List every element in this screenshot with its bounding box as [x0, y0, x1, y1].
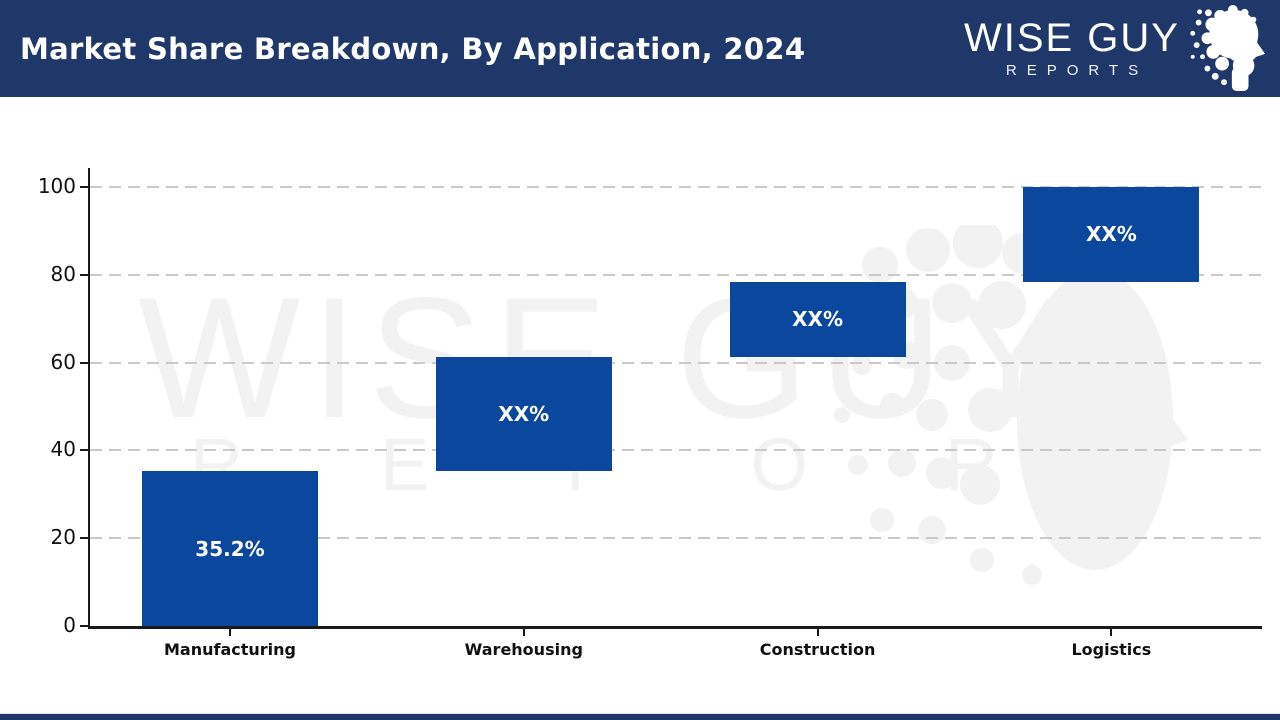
x-category-label-warehousing: Warehousing: [464, 640, 583, 659]
x-tick-manufacturing: [229, 629, 231, 636]
bar-value-label: XX%: [1085, 222, 1137, 247]
x-tick-logistics: [1110, 629, 1113, 636]
x-category-label-manufacturing: Manufacturing: [164, 640, 296, 659]
y-tick-40: [80, 449, 88, 452]
bar-construction: XX%: [729, 281, 906, 357]
y-tick-100: [80, 186, 88, 188]
gridline-60: [90, 361, 1262, 364]
y-tick-20: [80, 537, 88, 540]
wiseguy-head-icon: [1186, 3, 1266, 95]
bar-value-label: XX%: [498, 402, 550, 427]
footer-hairline: [0, 713, 1280, 714]
header: Market Share Breakdown, By Application, …: [0, 0, 1280, 97]
y-tick-label-20: 20: [50, 525, 76, 550]
chart-title: Market Share Breakdown, By Application, …: [20, 31, 806, 66]
y-tick-label-0: 0: [63, 613, 76, 637]
gridline-20: [90, 537, 1262, 540]
y-tick-label-80: 80: [50, 261, 76, 286]
bar-logistics: XX%: [1023, 187, 1200, 282]
y-tick-label-60: 60: [50, 349, 76, 374]
bar-value-label: XX%: [792, 307, 844, 332]
x-axis-line: [88, 626, 1262, 629]
gridline-80: [90, 273, 1262, 276]
gridline-40: [90, 449, 1262, 452]
logo-text: WISE GUY REPORTS: [964, 18, 1180, 79]
bar-manufacturing: 35.2%: [142, 471, 318, 626]
y-tick-label-40: 40: [50, 437, 76, 462]
bar-warehousing: XX%: [435, 356, 612, 472]
x-tick-construction: [816, 629, 819, 636]
x-tick-warehousing: [522, 629, 525, 636]
bar-value-label: 35.2%: [195, 536, 265, 561]
y-axis-line: [88, 168, 90, 627]
logo-subtitle: REPORTS: [1005, 62, 1149, 79]
y-tick-60: [80, 361, 88, 364]
gridline-100: [90, 186, 1262, 188]
logo-wordmark: WISE GUY: [963, 16, 1180, 60]
x-category-label-logistics: Logistics: [1071, 640, 1152, 659]
wiseguy-logo: WISE GUY REPORTS: [964, 3, 1280, 95]
y-tick-label-100: 100: [37, 174, 76, 198]
y-tick-0: [80, 625, 88, 627]
y-tick-80: [80, 273, 88, 276]
x-category-label-construction: Construction: [759, 640, 876, 659]
footer-bar: [0, 714, 1280, 720]
